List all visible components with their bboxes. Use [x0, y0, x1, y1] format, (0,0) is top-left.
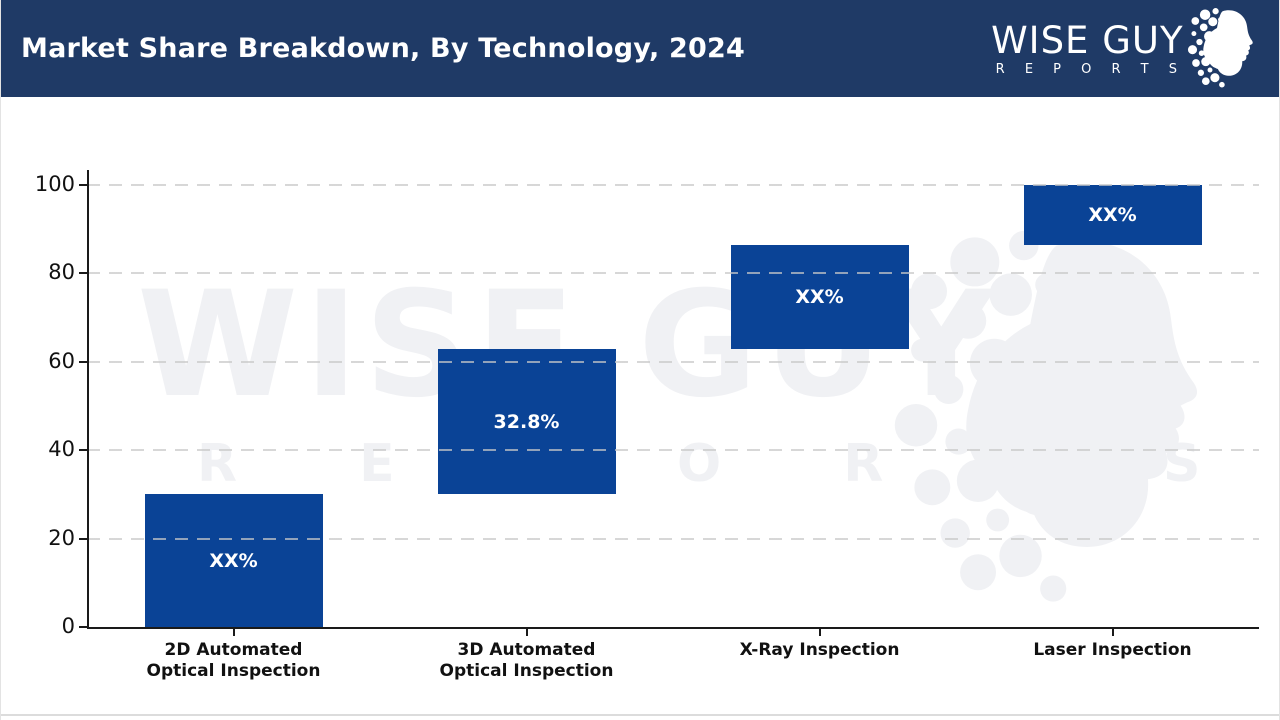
y-tick-label: 80 [48, 260, 75, 285]
x-tick-mark [525, 629, 528, 636]
x-category-label: 2D Automated Optical Inspection [146, 640, 321, 682]
x-axis-line [87, 627, 1259, 629]
bar-value-label: XX% [1088, 203, 1137, 226]
bottom-divider [1, 714, 1279, 716]
bar: XX% [730, 244, 909, 350]
x-tick-mark [818, 629, 821, 636]
y-tick-mark [79, 272, 88, 275]
logo-subtitle: R E P O R T S [995, 61, 1185, 77]
y-tick-mark [79, 360, 88, 363]
logo: WISE GUY R E P O R T S [990, 7, 1261, 91]
gridline [87, 184, 1259, 186]
logo-face-icon [1187, 7, 1253, 87]
bar-value-label: 32.8% [493, 410, 560, 433]
x-category-label: 3D Automated Optical Inspection [439, 640, 614, 682]
x-tick-mark [1111, 629, 1114, 636]
gridline [87, 449, 1259, 452]
y-tick-mark [79, 449, 88, 452]
gridline [87, 272, 1259, 275]
chart-title: Market Share Breakdown, By Technology, 2… [21, 33, 746, 64]
x-tick-mark [232, 629, 235, 636]
y-axis-line [87, 170, 89, 627]
x-category-label: X-Ray Inspection [739, 640, 900, 660]
y-tick-mark [79, 626, 88, 628]
logo-text: WISE GUY R E P O R T S [990, 22, 1185, 76]
gridline [87, 360, 1259, 363]
y-tick-label: 20 [48, 525, 75, 550]
logo-wordmark: WISE GUY [991, 18, 1184, 62]
y-tick-mark [79, 184, 88, 186]
watermark-head-icon [894, 230, 1198, 602]
bar: 32.8% [437, 349, 616, 495]
y-tick-label: 0 [61, 614, 75, 638]
x-category-label: Laser Inspection [1033, 640, 1192, 660]
y-tick-mark [79, 537, 88, 540]
bar: XX% [1023, 185, 1202, 245]
y-tick-label: 40 [48, 437, 75, 462]
y-tick-label: 100 [34, 172, 75, 196]
bar-value-label: XX% [209, 549, 258, 572]
gridline [87, 537, 1259, 540]
y-tick-label: 60 [48, 348, 75, 373]
header: Market Share Breakdown, By Technology, 2… [1, 0, 1279, 97]
bar: XX% [144, 494, 323, 627]
bar-value-label: XX% [795, 286, 844, 309]
